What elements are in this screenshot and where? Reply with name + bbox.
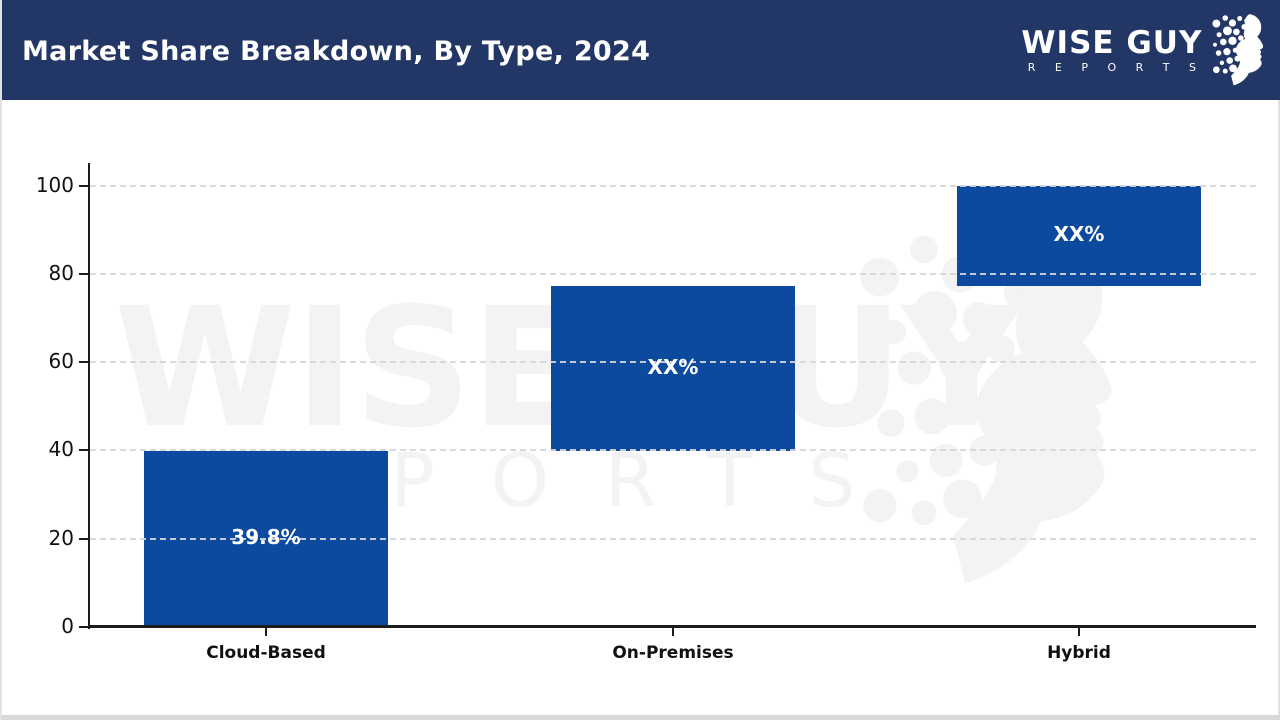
gridline [90,272,1256,275]
x-axis-category-label: Cloud-Based [206,643,326,663]
bar-on-premises [551,286,795,452]
chart-plot-area: 0 20 40 60 80 100 39.8% Cloud-Based XX% On-Premis… [36,163,1256,663]
bar-value-label: XX% [1053,221,1105,246]
bar-value-label: XX% [647,354,699,379]
gridline [90,537,1256,540]
x-axis-tick [265,628,267,636]
gridline [90,184,1256,187]
x-axis-tick [1078,628,1080,636]
y-axis-tick [79,449,88,452]
y-axis-tick-label: 40 [48,437,74,462]
y-axis-tick [79,272,88,275]
y-axis-tick-label: 60 [48,349,74,374]
y-axis-tick-label: 100 [35,172,74,197]
x-axis-line [88,625,1256,628]
y-axis-tick-label: 80 [48,260,74,285]
y-axis-tick [79,626,88,628]
dotted-head-profile-icon [1212,14,1264,86]
x-axis-category-label: Hybrid [1047,643,1111,663]
brand-logo: WISE GUY R E P O R T S [1020,6,1272,94]
chart-title: Market Share Breakdown, By Type, 2024 [22,36,651,67]
y-axis-tick-label: 20 [48,525,74,550]
y-axis-tick [79,184,88,187]
y-axis-tick [79,537,88,540]
y-axis-tick-label: 0 [61,614,74,638]
y-axis-tick [79,361,88,364]
x-axis-tick [672,628,674,636]
x-axis-category-label: On-Premises [612,643,734,663]
brand-subtitle: R E P O R T S [1027,60,1204,74]
brand-logo-text: WISE GUY R E P O R T S [1020,24,1204,74]
bar-value-label: 39.8% [231,525,301,550]
gridline [90,449,1256,452]
bottom-border-strip [2,715,1280,720]
y-axis-line [88,163,90,629]
bar-hybrid [957,185,1201,287]
gridline [90,361,1256,364]
brand-name: WISE GUY [1021,24,1203,61]
header-band: Market Share Breakdown, By Type, 2024 WI… [2,0,1280,100]
